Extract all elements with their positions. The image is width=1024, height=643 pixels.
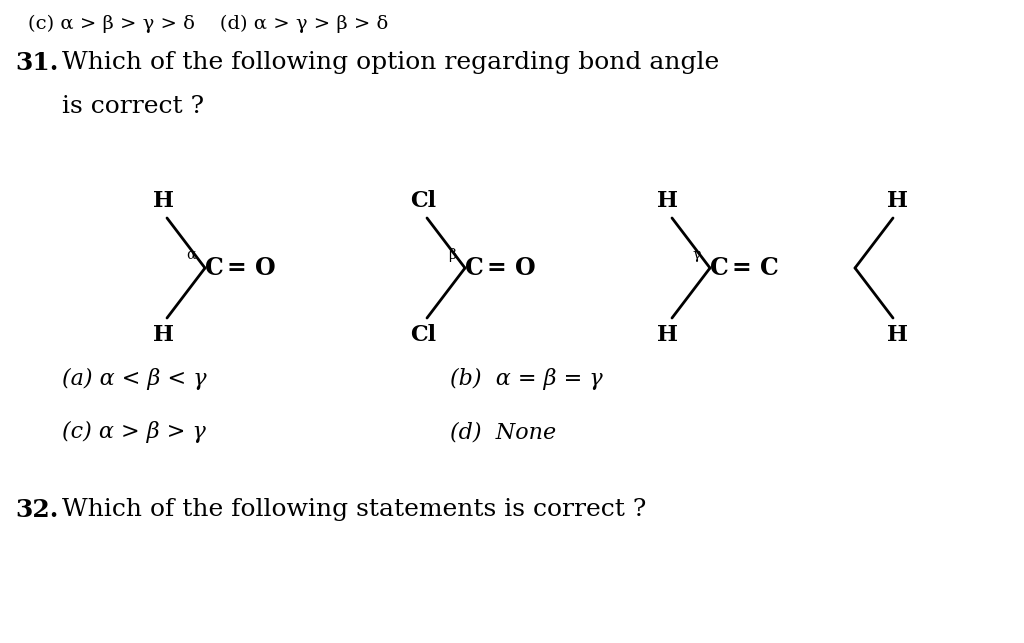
Text: (b)  α = β = γ: (b) α = β = γ <box>450 368 603 390</box>
Text: (c) α > β > γ > δ    (d) α > γ > β > δ: (c) α > β > γ > δ (d) α > γ > β > δ <box>28 15 388 33</box>
Text: (c) α > β > γ: (c) α > β > γ <box>62 421 206 443</box>
Text: H: H <box>887 190 907 212</box>
Text: Cl: Cl <box>410 324 436 346</box>
Text: (d)  None: (d) None <box>450 421 556 443</box>
Text: 32.: 32. <box>15 498 58 522</box>
Text: H: H <box>153 324 173 346</box>
Text: H: H <box>153 190 173 212</box>
Text: C: C <box>465 256 483 280</box>
Text: (a) α < β < γ: (a) α < β < γ <box>62 368 207 390</box>
Text: = O: = O <box>487 256 536 280</box>
Text: α: α <box>186 248 196 262</box>
Text: 31.: 31. <box>15 51 58 75</box>
Text: γ: γ <box>693 248 701 262</box>
Text: = O: = O <box>227 256 275 280</box>
Text: Cl: Cl <box>410 190 436 212</box>
Text: H: H <box>887 324 907 346</box>
Text: C: C <box>205 256 224 280</box>
Text: = C: = C <box>732 256 778 280</box>
Text: C: C <box>710 256 729 280</box>
Text: is correct ?: is correct ? <box>62 95 204 118</box>
Text: Which of the following statements is correct ?: Which of the following statements is cor… <box>62 498 646 521</box>
Text: H: H <box>657 190 679 212</box>
Text: H: H <box>657 324 679 346</box>
Text: Which of the following option regarding bond angle: Which of the following option regarding … <box>62 51 719 74</box>
Text: β: β <box>449 248 456 262</box>
